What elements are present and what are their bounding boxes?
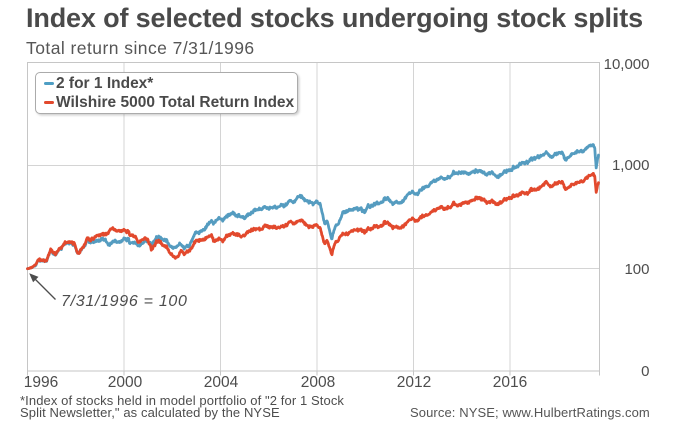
svg-text:2000: 2000	[108, 374, 143, 391]
svg-text:100: 100	[624, 261, 649, 278]
svg-text:2016: 2016	[493, 374, 527, 391]
svg-text:10,000: 10,000	[604, 56, 650, 73]
svg-text:1996: 1996	[24, 374, 58, 391]
svg-text:0: 0	[641, 363, 649, 380]
svg-text:2012: 2012	[397, 374, 431, 391]
svg-text:2004: 2004	[204, 374, 239, 391]
svg-text:1,000: 1,000	[612, 157, 650, 174]
svg-text:2008: 2008	[301, 374, 335, 391]
